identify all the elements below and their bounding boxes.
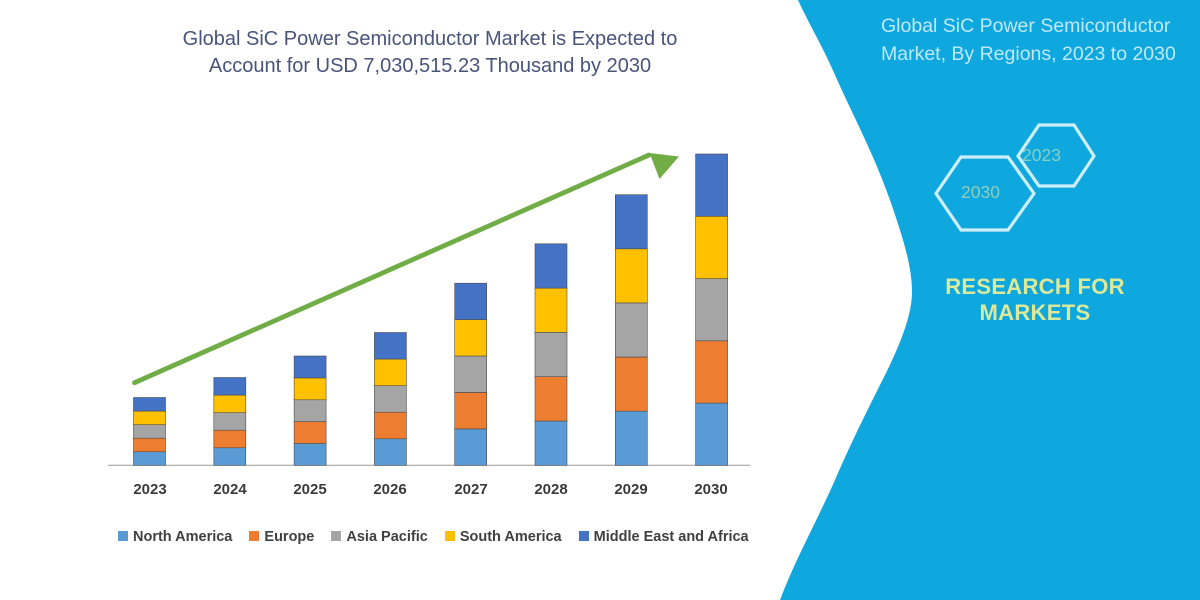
svg-text:2030: 2030 [961,182,1000,202]
svg-text:2023: 2023 [1022,145,1061,165]
